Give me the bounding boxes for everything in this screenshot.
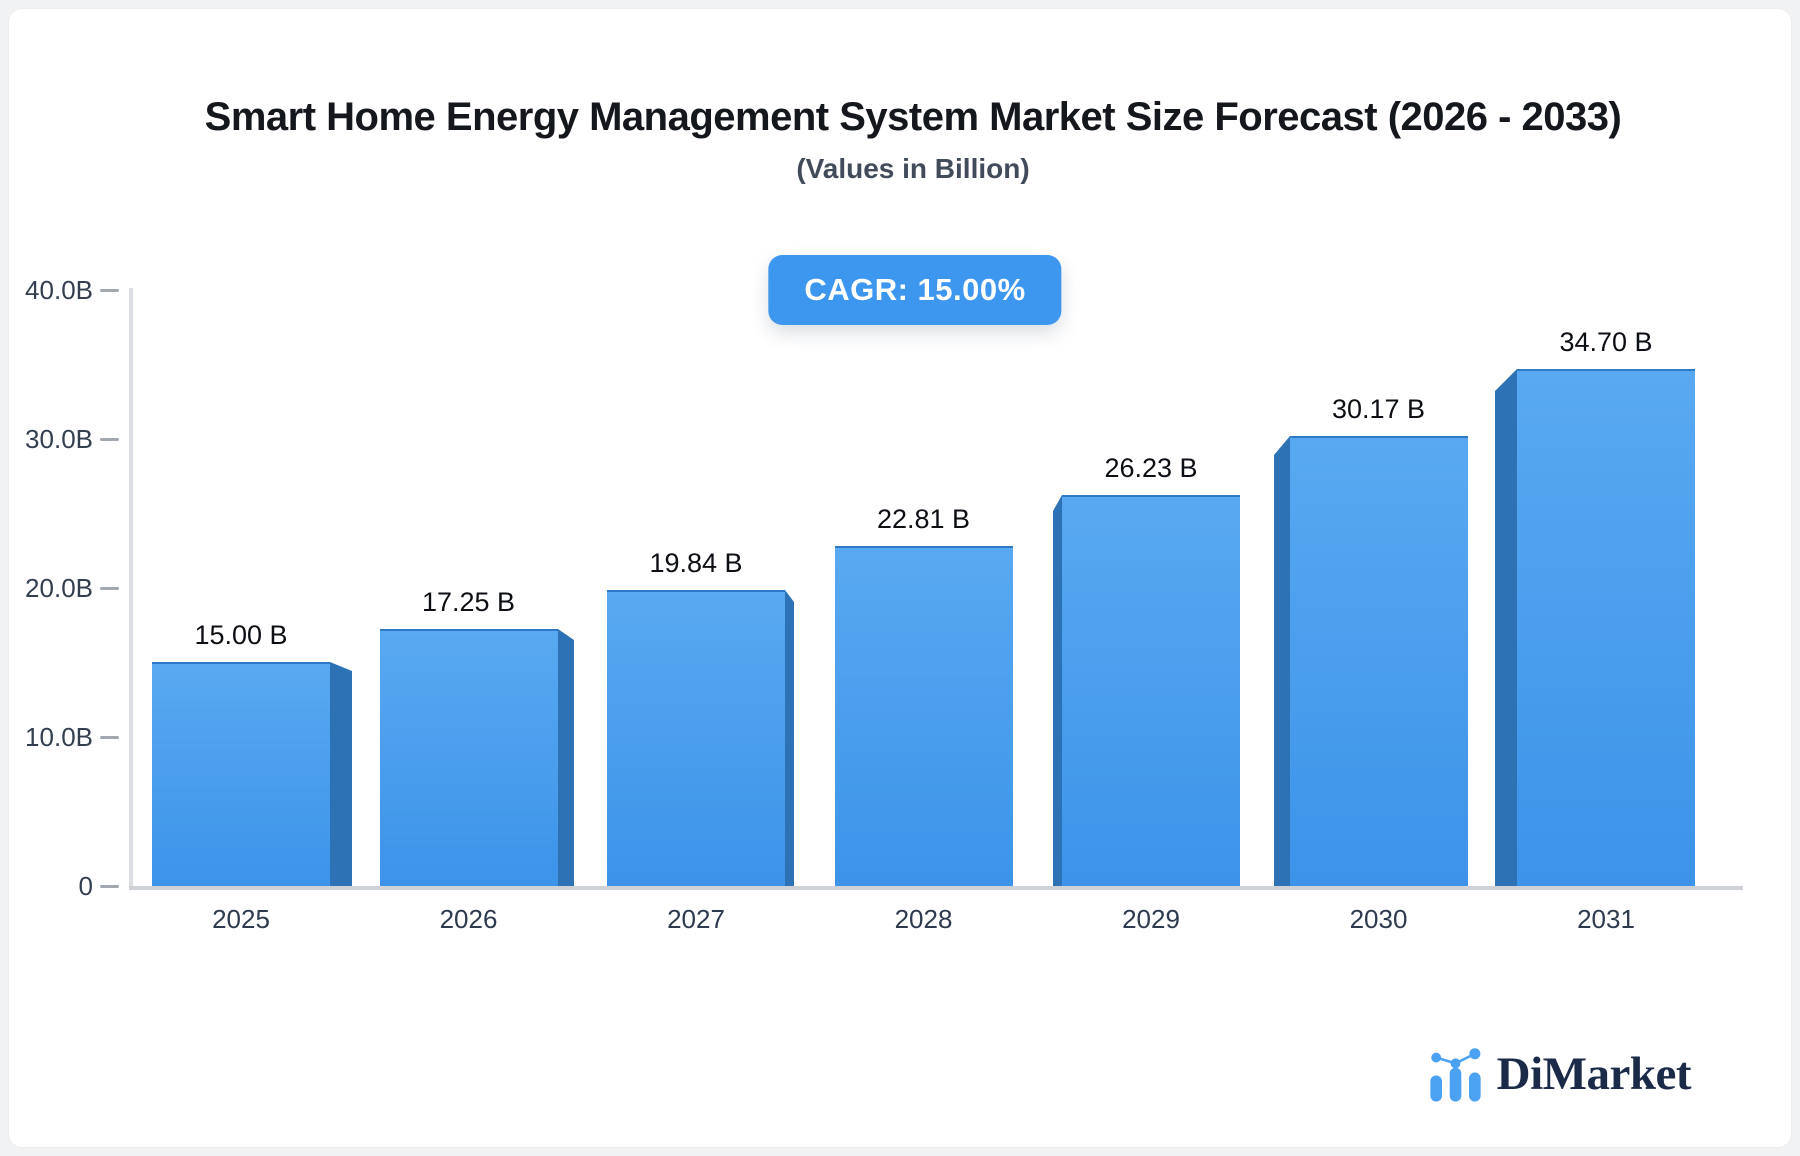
bar-face-2031[interactable] — [1517, 369, 1695, 886]
bar-2027[interactable] — [607, 590, 794, 886]
bar-chart-logo-icon — [1430, 1048, 1481, 1102]
x-axis-line — [129, 886, 1743, 890]
x-axis-category-label: 2026 — [439, 904, 498, 934]
chart-title: Smart Home Energy Management System Mark… — [204, 95, 1622, 139]
bar-2030[interactable] — [1274, 436, 1468, 886]
bar-face-2025[interactable] — [152, 662, 330, 886]
x-axis-category-label: 2027 — [667, 904, 725, 934]
bar-2028[interactable] — [835, 546, 1013, 886]
brand-logo-text: DiMarket — [1496, 1048, 1692, 1100]
bar-face-2030[interactable] — [1290, 436, 1468, 886]
bar-value-label: 34.70 B — [1559, 327, 1653, 357]
y-axis-tick-label: 20.0B — [25, 573, 93, 603]
bar-2026[interactable] — [380, 629, 574, 886]
bar-value-label: 22.81 B — [876, 504, 971, 534]
bar-2031[interactable] — [1495, 369, 1695, 886]
x-axis-category-label: 2029 — [1122, 904, 1180, 934]
y-axis-tick-label: 30.0B — [25, 424, 93, 454]
bar-value-label: 19.84 B — [649, 548, 743, 578]
y-axis-tick-mark — [100, 289, 119, 292]
y-axis-tick-mark — [100, 736, 119, 739]
chart-subtitle: (Values in Billion) — [796, 153, 1030, 184]
bar-3d-side-2031 — [1495, 369, 1517, 886]
bar-chart-plot: 40.0B 30.0B 20.0B 10.0B 0 15.00 B 2025 17.25 B 2… — [9, 9, 1791, 1147]
bar-3d-side-2027 — [785, 590, 794, 886]
cagr-badge: CAGR: 15.00% — [768, 255, 1062, 325]
bar-3d-side-2025 — [330, 662, 352, 886]
bar-3d-side-2030 — [1274, 436, 1290, 886]
chart-card: Smart Home Energy Management System Mark… — [8, 8, 1792, 1148]
y-axis-tick-mark — [100, 438, 119, 441]
y-axis-tick-mark — [100, 885, 119, 888]
bar-face-2028[interactable] — [835, 546, 1013, 886]
bar-value-label: 15.00 B — [194, 620, 288, 650]
x-axis-category-label: 2030 — [1349, 904, 1408, 934]
y-axis-tick-label: 0 — [78, 871, 93, 901]
bar-face-2026[interactable] — [380, 629, 558, 886]
bar-3d-side-2029 — [1053, 495, 1062, 886]
bar-2025[interactable] — [152, 662, 352, 886]
bar-value-label: 26.23 B — [1104, 453, 1198, 483]
bar-3d-side-2026 — [558, 629, 574, 886]
y-axis-tick-label: 40.0B — [25, 275, 93, 305]
bar-value-label: 30.17 B — [1331, 394, 1426, 424]
x-axis-category-label: 2025 — [212, 904, 270, 934]
bar-face-2027[interactable] — [607, 590, 785, 886]
y-axis-line — [129, 288, 133, 890]
brand-logo: DiMarket — [1427, 1045, 1692, 1103]
bar-face-2029[interactable] — [1062, 495, 1240, 886]
cagr-badge-label: CAGR: 15.00% — [804, 272, 1026, 307]
bar-value-label: 17.25 B — [421, 587, 516, 617]
bar-2029[interactable] — [1053, 495, 1240, 886]
y-axis-tick-mark — [100, 587, 119, 590]
x-axis-category-label: 2028 — [894, 904, 953, 934]
x-axis-category-label: 2031 — [1577, 904, 1635, 934]
y-axis-tick-label: 10.0B — [25, 722, 93, 752]
